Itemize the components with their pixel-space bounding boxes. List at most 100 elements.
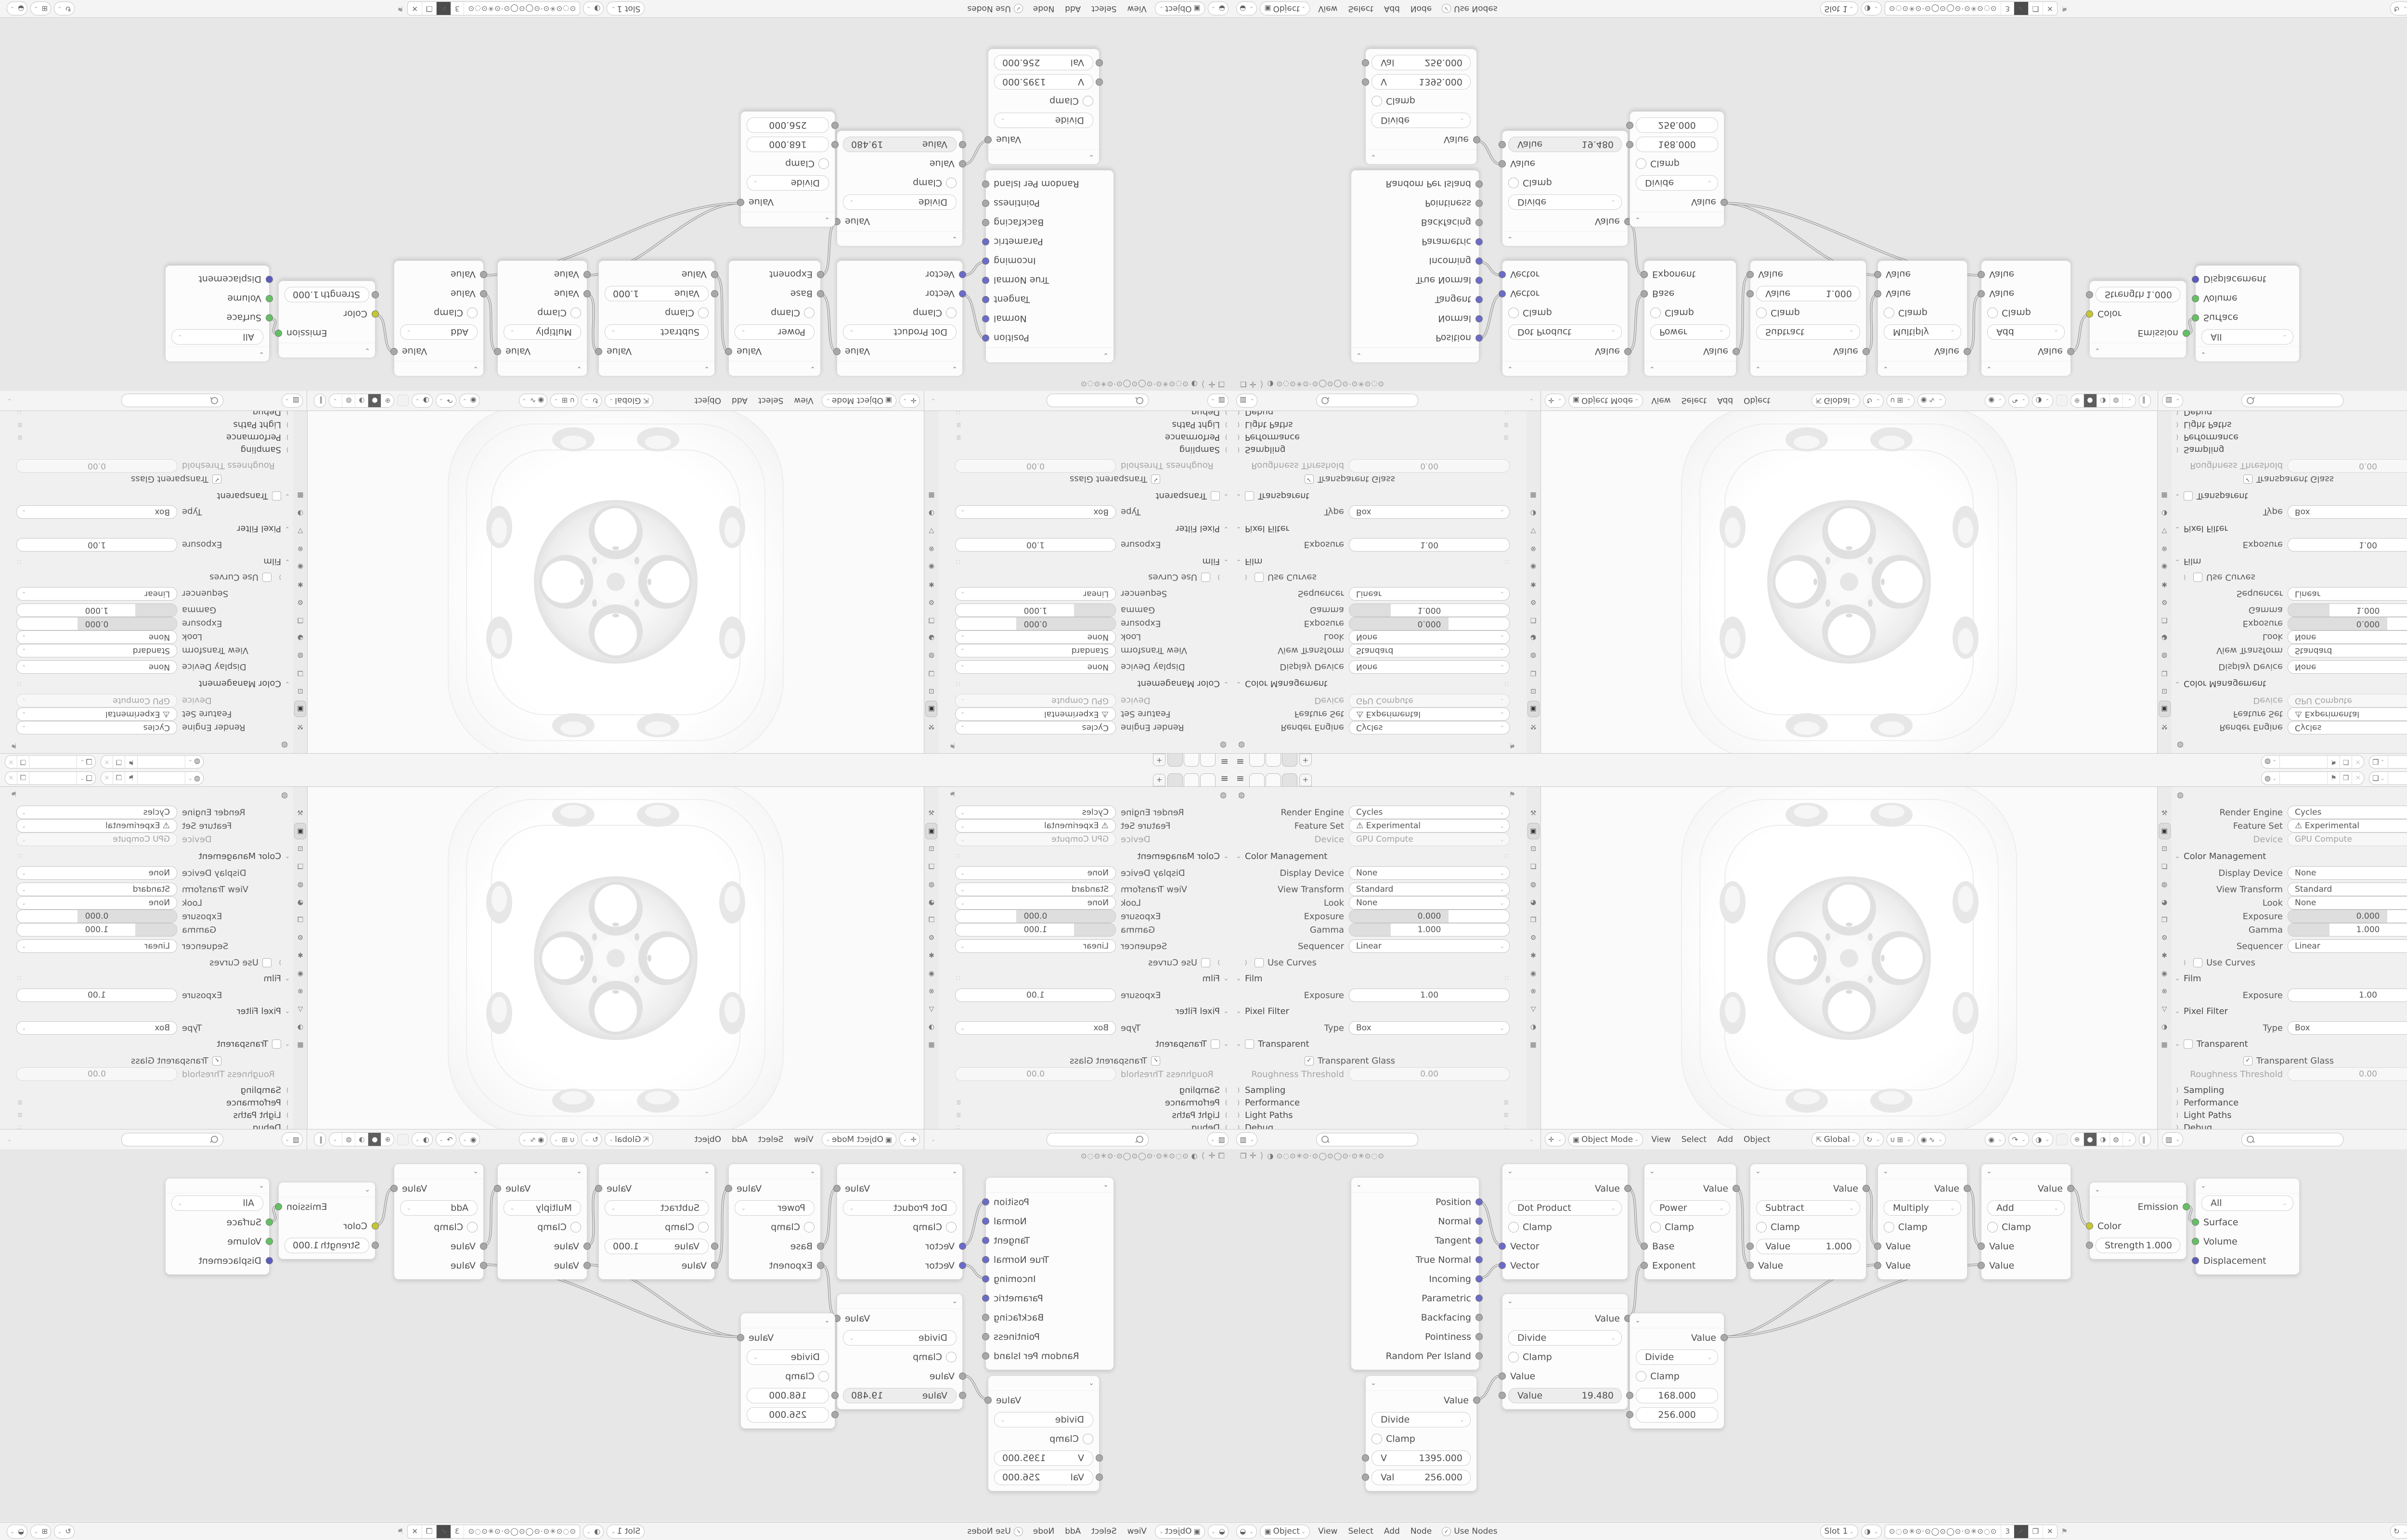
collapse-icon[interactable]: ⟩ bbox=[2184, 959, 2186, 966]
section-light-paths[interactable]: ⟩Light Paths≣ bbox=[0, 1109, 294, 1121]
socket-input[interactable] bbox=[1874, 271, 1881, 278]
node-collapse-icon[interactable]: ⌄ bbox=[1507, 235, 1513, 243]
socket-output[interactable] bbox=[1733, 348, 1740, 355]
socket-output[interactable] bbox=[982, 1352, 989, 1360]
properties-pin-icon[interactable]: ⚑ bbox=[11, 741, 17, 750]
node-collapse-icon[interactable]: ⌄ bbox=[1635, 216, 1641, 223]
node-value-field[interactable]: V 1395.000 bbox=[994, 74, 1093, 90]
prop-field-roughness-threshold[interactable]: 0.00 bbox=[2288, 1067, 2407, 1081]
properties-tab-material[interactable]: ◑ bbox=[928, 509, 935, 517]
node-collapse-icon[interactable]: ⌄ bbox=[1371, 153, 1376, 161]
properties-tab-object-data[interactable]: ▽ bbox=[2161, 527, 2167, 535]
section-pixel-filter[interactable]: ⌄ Pixel Filter bbox=[2171, 523, 2407, 535]
prop-field-display-device[interactable]: None⌄ bbox=[2288, 866, 2407, 880]
socket-input[interactable] bbox=[372, 291, 379, 298]
clamp-checkbox[interactable] bbox=[1508, 308, 1519, 318]
socket-input[interactable] bbox=[1499, 1262, 1506, 1269]
shading-rendered-button[interactable]: ◍ bbox=[2109, 394, 2122, 407]
node-value-field[interactable]: 256.000 bbox=[1636, 117, 1718, 133]
socket-output[interactable] bbox=[982, 296, 989, 303]
math-add[interactable]: ⌄ Value Add ⌄ Clamp Value Value bbox=[1978, 1164, 2074, 1280]
socket-output[interactable] bbox=[1475, 296, 1483, 303]
socket-output[interactable] bbox=[982, 1218, 989, 1225]
prop-field-type[interactable]: Box⌄ bbox=[2288, 505, 2407, 519]
math-divide-1[interactable]: ⌄ Value Divide ⌄ Clamp Value Value 19.480 bbox=[833, 130, 966, 246]
section-light-paths[interactable]: ⟩Light Paths≣ bbox=[2171, 1109, 2407, 1121]
clamp-checkbox[interactable] bbox=[946, 178, 957, 188]
properties-tab-view-layer[interactable]: ❏ bbox=[928, 669, 935, 677]
properties-tab-output[interactable]: ⊡ bbox=[298, 687, 303, 695]
socket-output[interactable] bbox=[494, 348, 501, 355]
section-pixel-filter[interactable]: ⌄ Pixel Filter bbox=[0, 1005, 294, 1017]
socket-input[interactable] bbox=[1499, 1373, 1506, 1380]
node-operation-dropdown[interactable]: Multiply ⌄ bbox=[1884, 324, 1961, 340]
properties-tab-scene[interactable]: ◍ bbox=[2161, 652, 2168, 659]
node-collapse-icon[interactable]: ⌄ bbox=[364, 346, 370, 354]
proportional-editing-toggle[interactable]: ◉ ∿ ⌄ bbox=[1917, 394, 1946, 408]
section-film[interactable]: ⌄Film∷ bbox=[1232, 973, 1526, 984]
socket-output[interactable] bbox=[1475, 1218, 1483, 1225]
properties-tab-output[interactable]: ⊡ bbox=[2161, 845, 2167, 853]
prop-field-feature-set[interactable]: ⚠ Experimental⌄ bbox=[16, 707, 177, 721]
socket-input[interactable] bbox=[583, 290, 591, 297]
properties-tab-object-data[interactable]: ▽ bbox=[1530, 527, 1536, 535]
prop-field-view-transform[interactable]: Standard⌄ bbox=[2288, 883, 2407, 896]
properties-tab-object[interactable]: ❒ bbox=[1530, 616, 1537, 624]
add-workspace-button[interactable]: + bbox=[1299, 754, 1312, 766]
math-add[interactable]: ⌄ Value Add ⌄ Clamp Value Value bbox=[390, 260, 487, 376]
section-film[interactable]: ⌄Film∷ bbox=[1232, 556, 1526, 567]
socket-input[interactable] bbox=[480, 1262, 487, 1269]
socket-output[interactable] bbox=[982, 257, 989, 265]
node-collapse-icon[interactable]: ⌄ bbox=[1986, 365, 1992, 372]
properties-pin-icon[interactable]: ⚑ bbox=[1509, 790, 1515, 799]
material-pin-icon[interactable]: ⚑ bbox=[2061, 1527, 2068, 1536]
socket-output[interactable] bbox=[2067, 348, 2074, 355]
node-options-button[interactable]: ◒ ⌄ bbox=[6, 1, 28, 16]
socket-input[interactable] bbox=[959, 1243, 966, 1250]
socket-output[interactable] bbox=[494, 1185, 501, 1192]
node-operation-dropdown[interactable]: Multiply ⌄ bbox=[504, 1200, 581, 1216]
socket-input[interactable] bbox=[959, 290, 966, 297]
material-pin-icon[interactable]: ⚑ bbox=[2061, 4, 2068, 13]
socket-input[interactable] bbox=[372, 1242, 379, 1249]
workspace-tab-1[interactable] bbox=[1200, 773, 1216, 786]
scene-icon[interactable]: ◍ ⌄ bbox=[188, 774, 201, 783]
socket-output[interactable] bbox=[725, 348, 732, 355]
socket-output[interactable] bbox=[1964, 1185, 1971, 1192]
prop-field-sequencer[interactable]: Linear⌄ bbox=[955, 939, 1116, 953]
socket-input[interactable] bbox=[583, 271, 591, 278]
checkbox[interactable] bbox=[1255, 573, 1264, 582]
checkbox[interactable] bbox=[262, 958, 272, 967]
properties-tab-render[interactable]: ▣ bbox=[2158, 823, 2171, 839]
properties-tab-particles[interactable]: ✱ bbox=[1530, 580, 1536, 588]
socket-input[interactable] bbox=[1874, 1262, 1881, 1269]
emission-node[interactable]: ⌄ Emission Color Strength 1.000 bbox=[275, 281, 379, 358]
scene-close-icon[interactable]: ✕ bbox=[101, 756, 113, 768]
section-debug[interactable]: ⟩Debug∷ bbox=[2171, 1122, 2407, 1129]
socket-input[interactable] bbox=[831, 1392, 839, 1399]
prop-field-look[interactable]: None⌄ bbox=[16, 896, 177, 910]
add-workspace-button[interactable]: + bbox=[1153, 774, 1166, 786]
prop-field-look[interactable]: None⌄ bbox=[16, 630, 177, 644]
pivot-point-dropdown[interactable]: ↻ ⌄ bbox=[581, 1132, 602, 1146]
properties-tab-view-layer[interactable]: ❏ bbox=[2161, 863, 2168, 871]
xray-toggle[interactable] bbox=[397, 395, 409, 407]
socket-input[interactable] bbox=[1096, 78, 1103, 86]
clamp-checkbox[interactable] bbox=[467, 1222, 478, 1232]
proportional-editing-toggle[interactable]: ◉ ∿ ⌄ bbox=[1917, 1132, 1946, 1146]
socket-input[interactable] bbox=[266, 1238, 273, 1245]
prop-field-roughness-threshold[interactable]: 0.00 bbox=[1349, 459, 1510, 473]
clamp-checkbox[interactable] bbox=[570, 308, 581, 318]
properties-tab-modifiers[interactable]: ⚙ bbox=[297, 934, 304, 942]
node-header[interactable]: ⌄ bbox=[741, 212, 835, 227]
pivot-point-dropdown[interactable]: ↻ ⌄ bbox=[1863, 1132, 1884, 1146]
material-copy-button[interactable]: ❐ bbox=[2028, 2, 2043, 15]
section-checkbox[interactable] bbox=[1211, 491, 1220, 501]
checkbox[interactable]: ✓ bbox=[1305, 1056, 1314, 1065]
properties-tab-scene[interactable]: ◍ bbox=[297, 881, 304, 888]
prop-field-sequencer[interactable]: Linear⌄ bbox=[1349, 939, 1510, 953]
overlays-toggle[interactable]: ↷ ⌄ bbox=[435, 394, 456, 408]
prop-field-look[interactable]: None⌄ bbox=[2288, 630, 2407, 644]
prop-field-exposure[interactable]: 1.00 bbox=[955, 538, 1116, 552]
socket-input[interactable] bbox=[959, 1373, 966, 1380]
